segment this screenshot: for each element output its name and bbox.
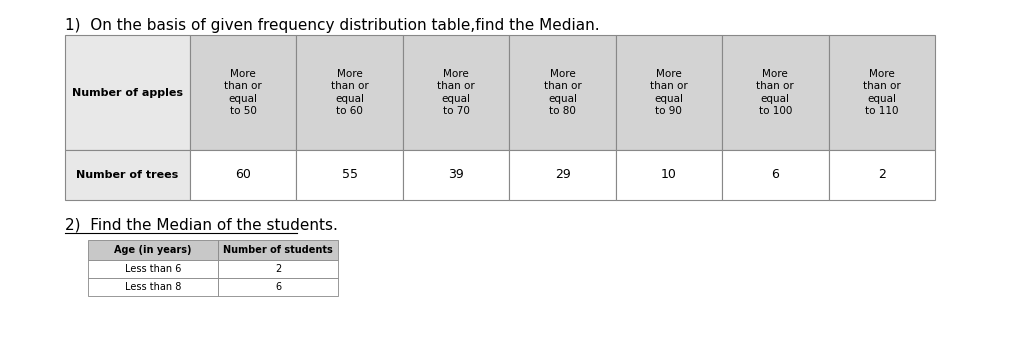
Bar (65, 35, 190, 150)
Bar (296, 150, 402, 200)
Bar (402, 150, 509, 200)
Bar (218, 278, 338, 296)
Text: 2: 2 (878, 169, 886, 181)
Text: 39: 39 (449, 169, 464, 181)
Text: Less than 6: Less than 6 (125, 264, 181, 274)
Bar (65, 150, 190, 200)
Bar (722, 150, 828, 200)
Text: Less than 8: Less than 8 (125, 282, 181, 292)
Bar (296, 35, 402, 150)
Bar (402, 35, 509, 150)
Text: 10: 10 (660, 169, 677, 181)
Text: More
than or
equal
to 60: More than or equal to 60 (331, 69, 369, 116)
Bar (828, 150, 935, 200)
Text: More
than or
equal
to 70: More than or equal to 70 (437, 69, 475, 116)
Text: More
than or
equal
to 110: More than or equal to 110 (863, 69, 901, 116)
Text: 2)  Find the Median of the students.: 2) Find the Median of the students. (65, 218, 338, 233)
Text: 60: 60 (236, 169, 251, 181)
Bar (190, 35, 296, 150)
Text: More
than or
equal
to 50: More than or equal to 50 (224, 69, 262, 116)
Text: More
than or
equal
to 90: More than or equal to 90 (650, 69, 688, 116)
Bar (828, 35, 935, 150)
Bar (88, 278, 218, 296)
Text: 6: 6 (771, 169, 779, 181)
Text: 1)  On the basis of given frequency distribution table,find the Median.: 1) On the basis of given frequency distr… (65, 18, 600, 33)
Bar (88, 240, 218, 260)
Bar (509, 150, 615, 200)
Text: 6: 6 (274, 282, 281, 292)
Bar (218, 240, 338, 260)
Bar (615, 150, 722, 200)
Text: Number of trees: Number of trees (77, 170, 178, 180)
Text: More
than or
equal
to 80: More than or equal to 80 (544, 69, 582, 116)
Text: 2: 2 (274, 264, 282, 274)
Bar (218, 260, 338, 278)
Text: Number of students: Number of students (223, 245, 333, 255)
Bar (722, 35, 828, 150)
Text: Age (in years): Age (in years) (115, 245, 191, 255)
Bar (615, 35, 722, 150)
Text: 55: 55 (342, 169, 357, 181)
Text: More
than or
equal
to 100: More than or equal to 100 (757, 69, 795, 116)
Bar (190, 150, 296, 200)
Bar (509, 35, 615, 150)
Bar (88, 260, 218, 278)
Text: Number of apples: Number of apples (72, 88, 183, 97)
Text: 29: 29 (555, 169, 570, 181)
